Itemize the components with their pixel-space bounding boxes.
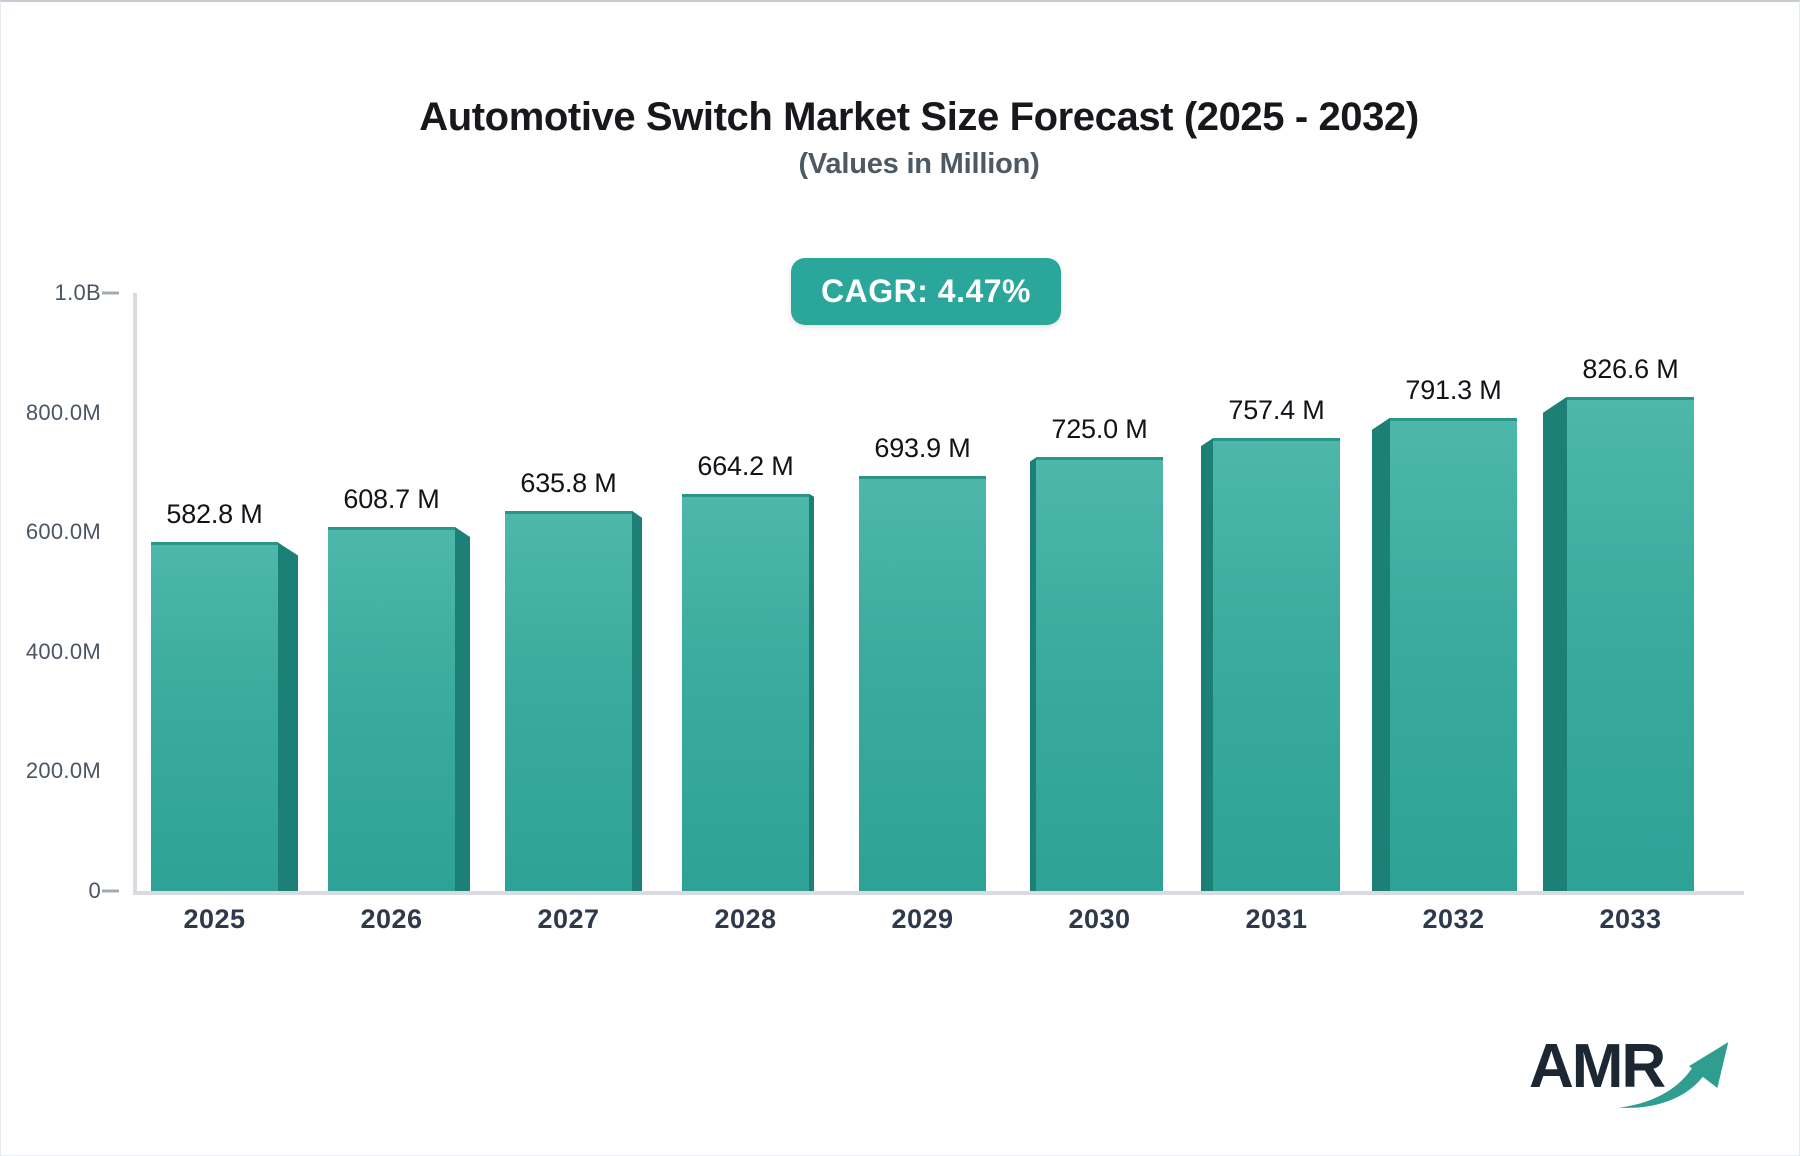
bar-side-2032 [1372,417,1390,891]
x-axis-label-2032: 2032 [1422,904,1485,934]
bar-value-label-2030: 725.0 M [1051,414,1148,445]
x-axis-line [133,891,1744,895]
bar-side-2026 [455,526,470,891]
bar-side-2030 [1030,457,1036,891]
y-axis-label-400.0M: 400.0M [25,638,101,664]
x-axis-label-2026: 2026 [360,904,423,934]
y-axis-label-800.0M: 800.0M [25,399,101,425]
bar-value-label-2029: 693.9 M [874,433,971,464]
bar-value-label-2027: 635.8 M [520,467,617,498]
bar-side-2031 [1201,438,1213,891]
bar-value-label-2028: 664.2 M [697,450,794,481]
bar-2025[interactable] [151,542,278,891]
bar-value-label-2032: 791.3 M [1405,374,1502,405]
bar-value-label-2033: 826.6 M [1582,353,1679,384]
x-axis-label-2027: 2027 [537,904,600,934]
bar-side-2033 [1543,396,1567,891]
x-axis-label-2025: 2025 [183,904,246,934]
chart-subtitle: (Values in Million) [798,148,1040,180]
bar-side-2027 [632,510,642,891]
chart-title: Automotive Switch Market Size Forecast (… [419,95,1419,139]
cagr-badge: CAGR: 4.47% [791,258,1061,325]
x-axis-label-2033: 2033 [1599,904,1662,934]
chart-header: Automotive Switch Market Size Forecast (… [37,94,1799,181]
bar-2026[interactable] [328,526,455,891]
y-axis-tick-mark [102,291,119,295]
x-axis-label-2028: 2028 [714,904,777,934]
amr-logo: AMR [1529,1028,1749,1118]
bar-2032[interactable] [1390,417,1517,891]
bar-side-2028 [809,493,814,891]
bar-side-2025 [278,542,298,891]
bar-2030[interactable] [1036,457,1163,891]
y-axis-label-200.0M: 200.0M [25,758,101,784]
amr-logo-text: AMR [1529,1032,1666,1101]
y-axis-label-1.0B: 1.0B [54,280,101,305]
bar-value-label-2026: 608.7 M [343,483,440,514]
bar-2033[interactable] [1567,396,1694,891]
bar-value-label-2025: 582.8 M [166,499,263,530]
bar-2028[interactable] [682,493,809,891]
x-axis-label-2031: 2031 [1245,904,1308,934]
bar-2029[interactable] [859,476,986,891]
x-axis-label-2030: 2030 [1068,904,1131,934]
y-axis-label-0: 0 [88,878,101,903]
bar-2027[interactable] [505,510,632,891]
y-axis-tick-mark [102,889,119,893]
bar-2031[interactable] [1213,438,1340,891]
y-axis-label-600.0M: 600.0M [25,519,101,545]
y-axis-line [133,293,137,895]
x-axis-label-2029: 2029 [891,904,954,934]
bar-value-label-2031: 757.4 M [1228,395,1325,426]
growth-arrow-icon [1617,1040,1737,1117]
